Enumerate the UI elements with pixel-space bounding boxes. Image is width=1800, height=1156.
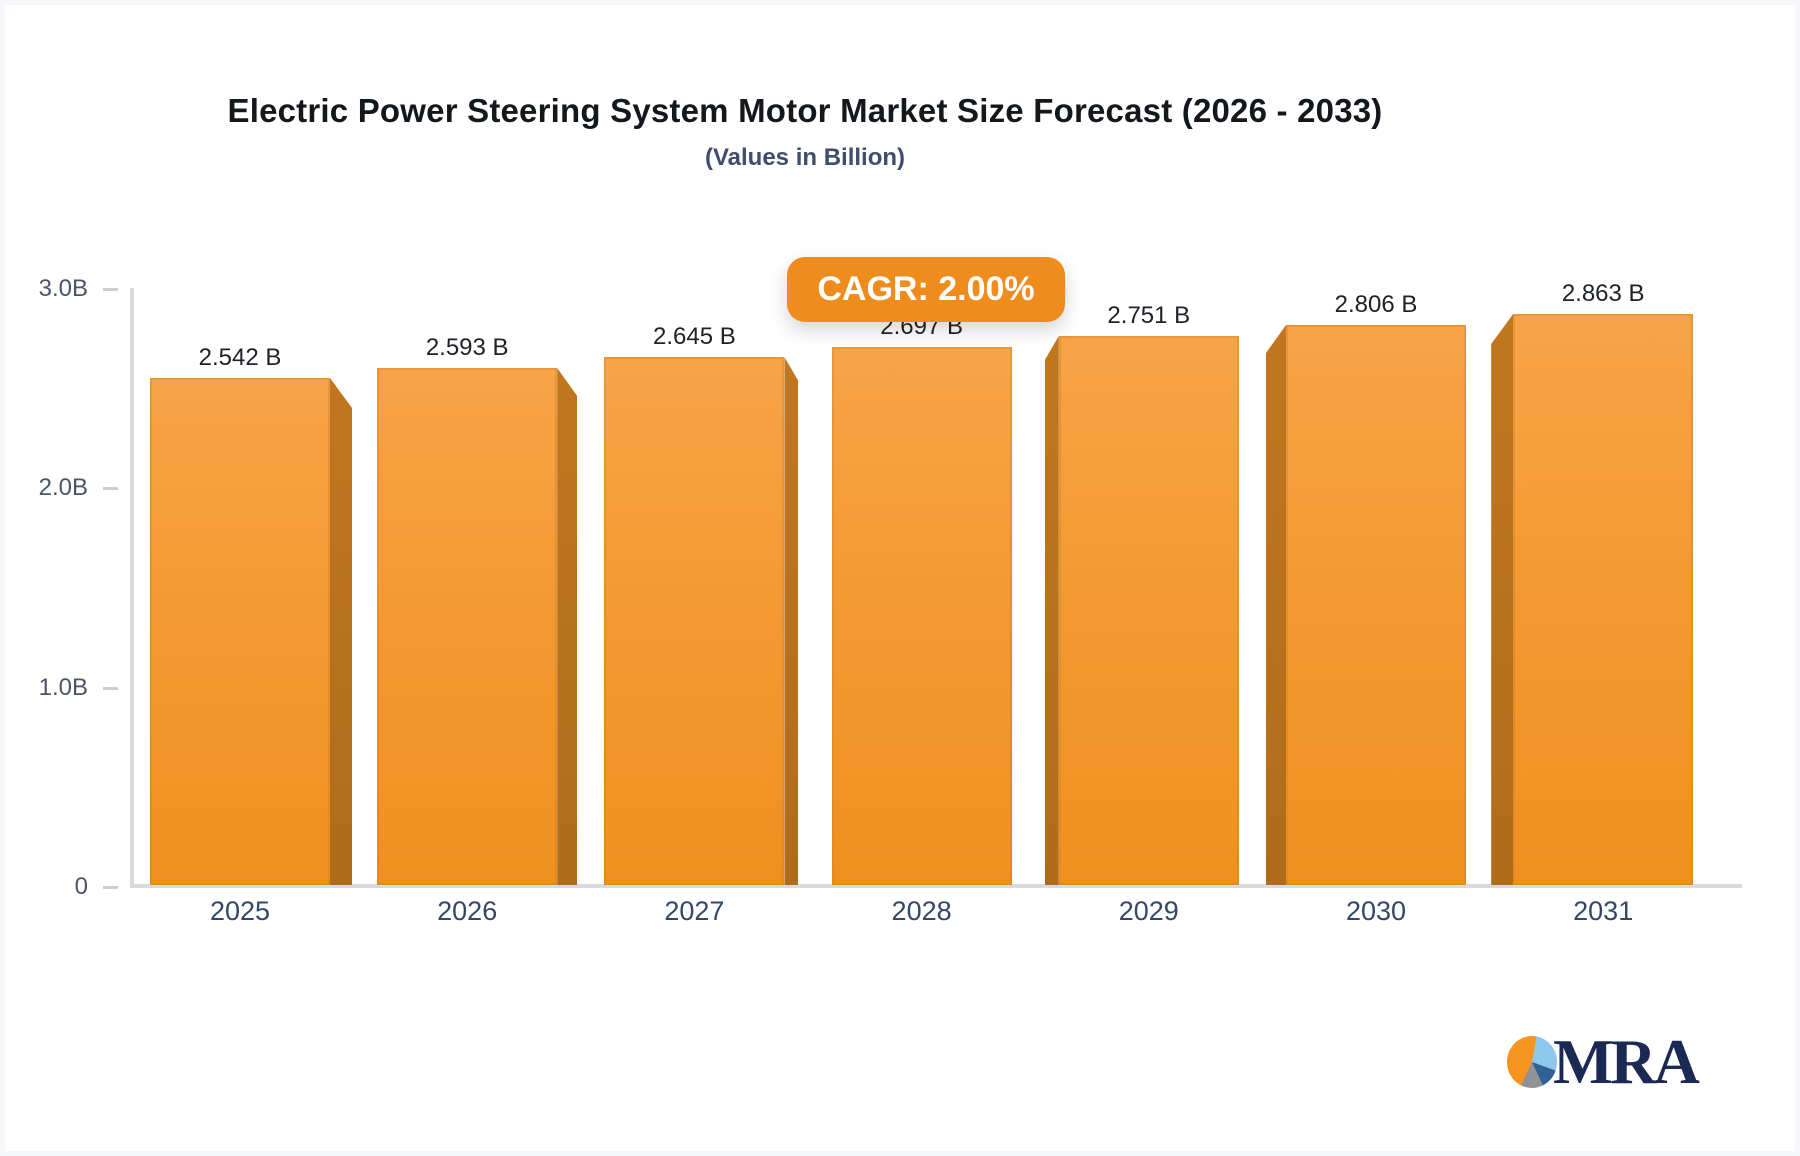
bar-side-2025	[330, 378, 352, 885]
bar-value-label-2030: 2.806 B	[1334, 291, 1418, 318]
cagr-badge: CAGR: 2.00%	[787, 257, 1065, 322]
y-tick-mark	[103, 686, 118, 690]
bar-face-2025	[150, 378, 330, 885]
chart-header: Electric Power Steering System Motor Mar…	[0, 92, 1610, 172]
bar-value-label-2025: 2.542 B	[198, 344, 282, 371]
x-tick-label-2031: 2031	[1573, 896, 1634, 926]
chart-title: Electric Power Steering System Motor Mar…	[227, 92, 1383, 129]
bar-2026[interactable]	[377, 368, 578, 885]
cagr-badge-label: CAGR: 2.00%	[817, 270, 1035, 308]
mra-logo-text: MRA	[1553, 1026, 1700, 1097]
bar-face-2026	[377, 368, 558, 885]
x-axis-baseline	[130, 884, 1742, 888]
bar-2029[interactable]	[1044, 336, 1239, 885]
bar-face-2027	[604, 357, 785, 885]
bar-value-label-2027: 2.645 B	[653, 323, 736, 350]
bar-value-label-2026: 2.593 B	[425, 334, 509, 361]
bar-2025[interactable]	[150, 378, 352, 885]
y-tick-mark	[103, 287, 118, 291]
x-tick-label-2027: 2027	[664, 896, 725, 926]
y-tick-label-2.0B: 2.0B	[38, 474, 88, 501]
y-tick-label-3.0B: 3.0B	[38, 274, 88, 302]
plot-area: 2.542 B 2.593 B 2.645 B 2.697 B 2.751 B 2.806…	[0, 280, 1800, 888]
y-tick-label-1.0B: 1.0B	[38, 673, 88, 701]
x-tick-label-2028: 2028	[891, 896, 952, 926]
bar-2027[interactable]	[604, 357, 799, 885]
bar-2030[interactable]	[1266, 325, 1466, 885]
x-tick-label-2026: 2026	[437, 896, 498, 926]
bar-side-2027	[784, 357, 799, 885]
chart-subtitle: (Values in Billion)	[704, 144, 906, 171]
bar-side-2030	[1266, 325, 1286, 885]
y-tick-label-0: 0	[74, 873, 88, 900]
bar-side-2031	[1491, 314, 1514, 885]
pie-chart-logo-icon	[1507, 1036, 1557, 1088]
bar-side-2029	[1044, 336, 1059, 885]
x-tick-label-2029: 2029	[1118, 896, 1179, 926]
mra-logo: MRA	[1507, 1026, 1700, 1097]
y-tick-mark	[103, 886, 118, 889]
bar-face-2028	[831, 347, 1012, 885]
bar-face-2031	[1513, 314, 1694, 885]
bar-value-label-2031: 2.863 B	[1561, 280, 1645, 307]
bar-value-label-2029: 2.751 B	[1107, 302, 1191, 329]
bar-side-2026	[557, 368, 578, 885]
y-axis-line	[130, 288, 134, 885]
bar-2028[interactable]	[831, 347, 1012, 885]
bar-face-2029	[1058, 336, 1239, 885]
bar-face-2030	[1286, 325, 1466, 885]
x-tick-label-2025: 2025	[209, 896, 271, 926]
x-tick-label-2030: 2030	[1345, 896, 1407, 926]
y-tick-mark	[103, 487, 118, 490]
bar-2031[interactable]	[1491, 314, 1694, 885]
